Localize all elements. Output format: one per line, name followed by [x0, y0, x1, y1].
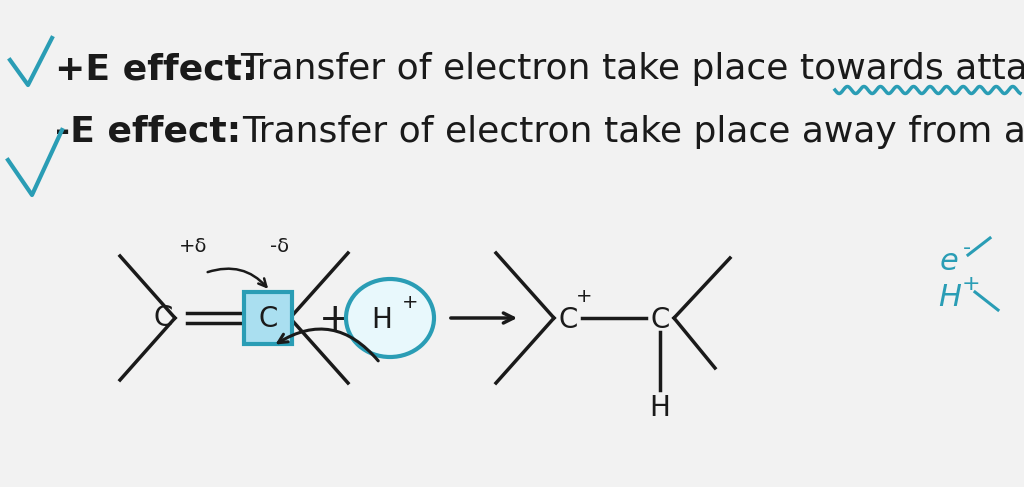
FancyArrowPatch shape	[208, 269, 266, 287]
Text: +: +	[401, 293, 418, 312]
Text: C: C	[154, 304, 173, 332]
Text: -: -	[963, 238, 971, 258]
Text: H: H	[938, 283, 961, 313]
Text: Transfer of electron take place away from attackin: Transfer of electron take place away fro…	[242, 115, 1024, 149]
Text: e: e	[940, 247, 958, 277]
Text: H: H	[649, 394, 671, 422]
Text: -δ: -δ	[270, 237, 290, 256]
FancyBboxPatch shape	[244, 292, 292, 344]
Text: +: +	[575, 286, 592, 305]
Text: +δ: +δ	[179, 237, 207, 256]
FancyArrowPatch shape	[279, 329, 378, 361]
Text: +: +	[962, 274, 981, 294]
Text: H: H	[372, 306, 392, 334]
Text: C: C	[650, 306, 670, 334]
Ellipse shape	[346, 279, 434, 357]
Text: +: +	[318, 301, 351, 339]
Text: Transfer of electron take place towards attacking: Transfer of electron take place towards …	[240, 52, 1024, 86]
Text: -E effect:: -E effect:	[55, 115, 241, 149]
Text: C: C	[558, 306, 578, 334]
Text: C: C	[258, 305, 278, 333]
Text: +E effect:: +E effect:	[55, 52, 256, 86]
